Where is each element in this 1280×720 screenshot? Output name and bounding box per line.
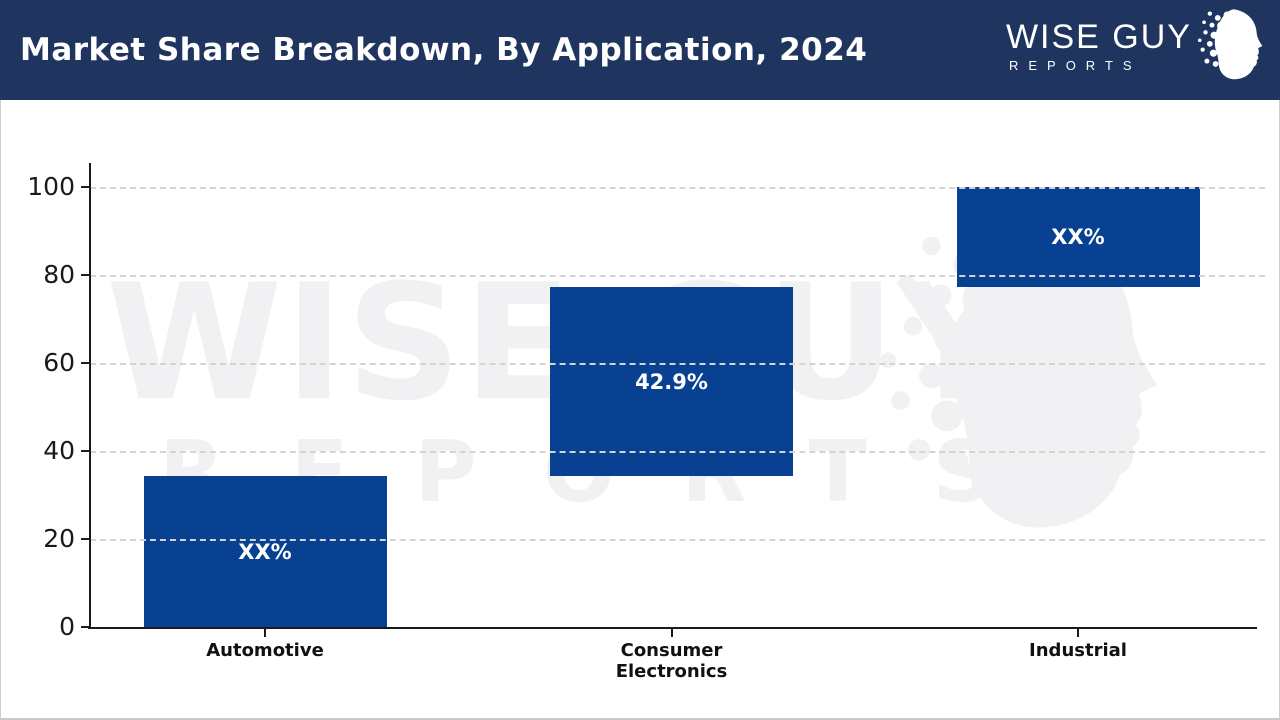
y-tick-mark [81, 186, 89, 188]
brand-logo: WISE GUY REPORTS [1006, 4, 1266, 88]
y-tick-label: 60 [43, 348, 75, 377]
bar-value-label: XX% [238, 539, 292, 564]
y-tick-mark [81, 274, 89, 276]
y-tick-label: 40 [43, 436, 75, 465]
gridline-80 [90, 275, 1265, 277]
y-tick-mark [81, 362, 89, 364]
logo-subtitle: REPORTS [1008, 57, 1142, 73]
gridline-20 [90, 539, 1265, 541]
bar-industrial: XX% [956, 187, 1200, 288]
category-label-consumer-electronics: Consumer Electronics [615, 640, 728, 682]
bar-value-label: XX% [1051, 225, 1105, 250]
y-axis-line [89, 163, 91, 629]
brand-logo-text: WISE GUY REPORTS [1005, 18, 1192, 73]
gridline-40 [90, 451, 1265, 453]
x-tick-mark [670, 629, 673, 637]
x-tick-mark [264, 629, 266, 637]
gridline-60 [90, 363, 1265, 365]
bar-chart-plot: XX% 42.9% XX% [89, 165, 1265, 627]
y-tick-mark [81, 626, 89, 628]
gridline-100 [90, 187, 1265, 189]
x-axis-line [88, 627, 1257, 629]
page-title: Market Share Breakdown, By Application, … [20, 32, 868, 68]
y-tick-mark [81, 538, 89, 540]
y-tick-label: 80 [43, 260, 75, 289]
y-tick-label: 100 [27, 172, 75, 201]
bar-value-label: 42.9% [635, 369, 708, 394]
chart-area: WISE GUY REPORTS XX%42.9%XX% 02040608010… [0, 100, 1280, 720]
header: Market Share Breakdown, By Application, … [0, 0, 1280, 100]
bar-automotive: XX% [143, 476, 387, 627]
logo-wordmark: WISE GUY [1005, 18, 1192, 57]
bar-consumer-electronics: 42.9% [550, 287, 793, 477]
category-label-industrial: Industrial [1029, 640, 1127, 661]
y-tick-label: 20 [43, 524, 75, 553]
y-tick-label: 0 [59, 612, 75, 641]
y-tick-mark [81, 450, 89, 452]
category-label-automotive: Automotive [206, 640, 324, 661]
x-tick-mark [1077, 629, 1079, 637]
head-profile-icon [1197, 9, 1263, 80]
